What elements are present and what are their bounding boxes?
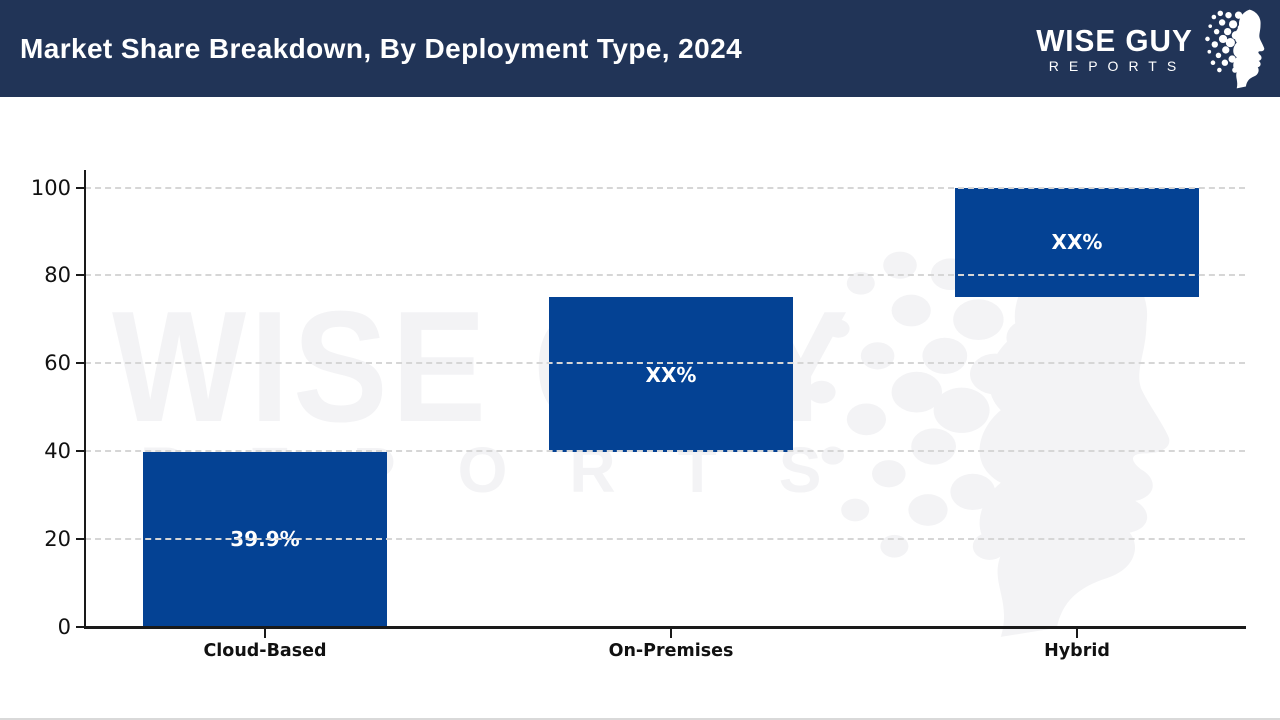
logo-wordmark-block: WISE GUY REPORTS (1033, 25, 1196, 73)
y-tick-label-40: 40 (44, 439, 71, 464)
y-tick-label-80: 80 (44, 263, 71, 288)
logo-wordmark: WISE GUY (1036, 22, 1193, 58)
y-axis-line (84, 170, 86, 628)
wiseguy-logo: WISE GUY REPORTS (1033, 7, 1266, 91)
watermark-face-icon (807, 247, 1170, 637)
bar-value-label: XX% (1051, 230, 1103, 255)
x-tick-3 (1076, 629, 1078, 638)
y-tick-20 (76, 538, 84, 541)
gridline-60 (85, 362, 1245, 365)
y-tick-0 (76, 626, 84, 628)
y-tick-80 (76, 274, 84, 277)
y-tick-label-0: 0 (57, 615, 71, 639)
logo-subtitle: REPORTS (1048, 57, 1187, 74)
y-tick-40 (76, 450, 84, 453)
gridline-100 (85, 186, 1245, 189)
x-category-label: On-Premises (608, 641, 734, 661)
y-tick-label-20: 20 (44, 527, 71, 552)
gridline-40 (85, 450, 1245, 453)
gridline-80 (85, 274, 1245, 277)
x-category-label: Cloud-Based (203, 641, 327, 661)
bar-value-label: XX% (645, 362, 697, 387)
x-tick-1 (264, 629, 266, 638)
y-tick-60 (76, 362, 84, 365)
y-tick-100 (76, 186, 84, 189)
x-category-label: Hybrid (1044, 641, 1110, 661)
gridline-20 (85, 538, 1245, 541)
page-title: Market Share Breakdown, By Deployment Ty… (20, 32, 743, 64)
header-bar: Market Share Breakdown, By Deployment Ty… (0, 0, 1280, 97)
y-tick-label-60: 60 (44, 351, 71, 376)
bar-on-premises: XX% (549, 297, 793, 452)
x-axis-line (84, 626, 1246, 629)
x-tick-2 (670, 629, 672, 638)
bar-hybrid: XX% (955, 187, 1199, 298)
y-tick-label-100: 100 (30, 175, 71, 200)
